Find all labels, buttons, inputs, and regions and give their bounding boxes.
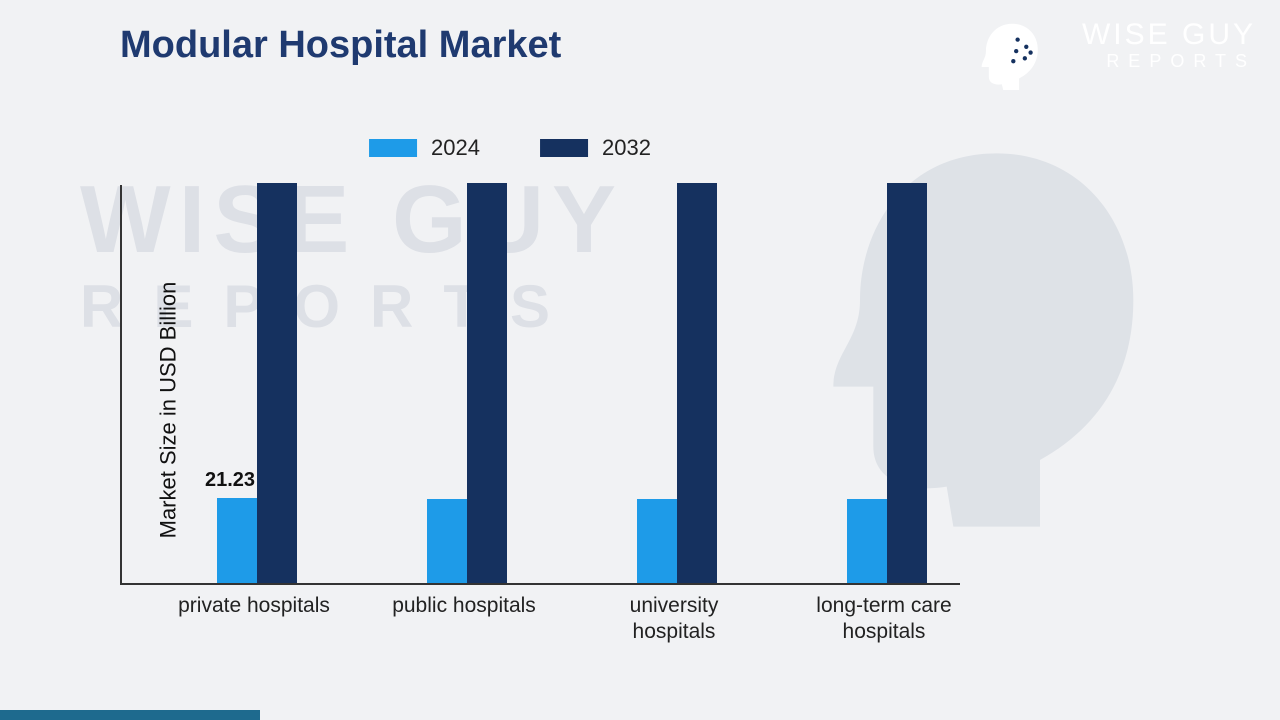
chart-title: Modular Hospital Market <box>120 24 561 67</box>
chart: Market Size in USD Billion 2024 2032 21.… <box>50 135 970 685</box>
bar-2032 <box>887 183 927 583</box>
bar-value-label: 21.23 <box>205 469 255 492</box>
plot-area: 21.23 <box>120 185 960 585</box>
brand-logo-bottom: REPORTS <box>1082 52 1256 70</box>
bar-group <box>192 183 322 583</box>
bar-group <box>612 183 742 583</box>
brand-logo: WISE GUY REPORTS <box>1082 20 1256 70</box>
legend-item-2024: 2024 <box>369 135 480 161</box>
bar-2024 <box>637 499 677 583</box>
category-label: university hospitals <box>594 593 754 646</box>
bar-2024 <box>427 499 467 583</box>
bar-group <box>402 183 532 583</box>
bar-2032 <box>677 183 717 583</box>
category-label: public hospitals <box>384 593 544 619</box>
legend-item-2032: 2032 <box>540 135 651 161</box>
legend-swatch-2032 <box>540 139 588 157</box>
page: WISE GUY REPORTS Modular Hospital Market… <box>0 0 1280 720</box>
category-label: private hospitals <box>174 593 334 619</box>
legend-swatch-2024 <box>369 139 417 157</box>
brand-head-icon <box>973 18 1045 90</box>
legend: 2024 2032 <box>369 135 651 161</box>
bar-2032 <box>257 183 297 583</box>
bar-group <box>822 183 952 583</box>
footer-accent-bar <box>0 710 260 720</box>
brand-logo-top: WISE GUY <box>1082 20 1256 50</box>
category-label: long-term care hospitals <box>804 593 964 646</box>
bar-2024 <box>847 499 887 583</box>
bar-2024 <box>217 498 257 583</box>
legend-label-2024: 2024 <box>431 135 480 161</box>
bar-2032 <box>467 183 507 583</box>
legend-label-2032: 2032 <box>602 135 651 161</box>
